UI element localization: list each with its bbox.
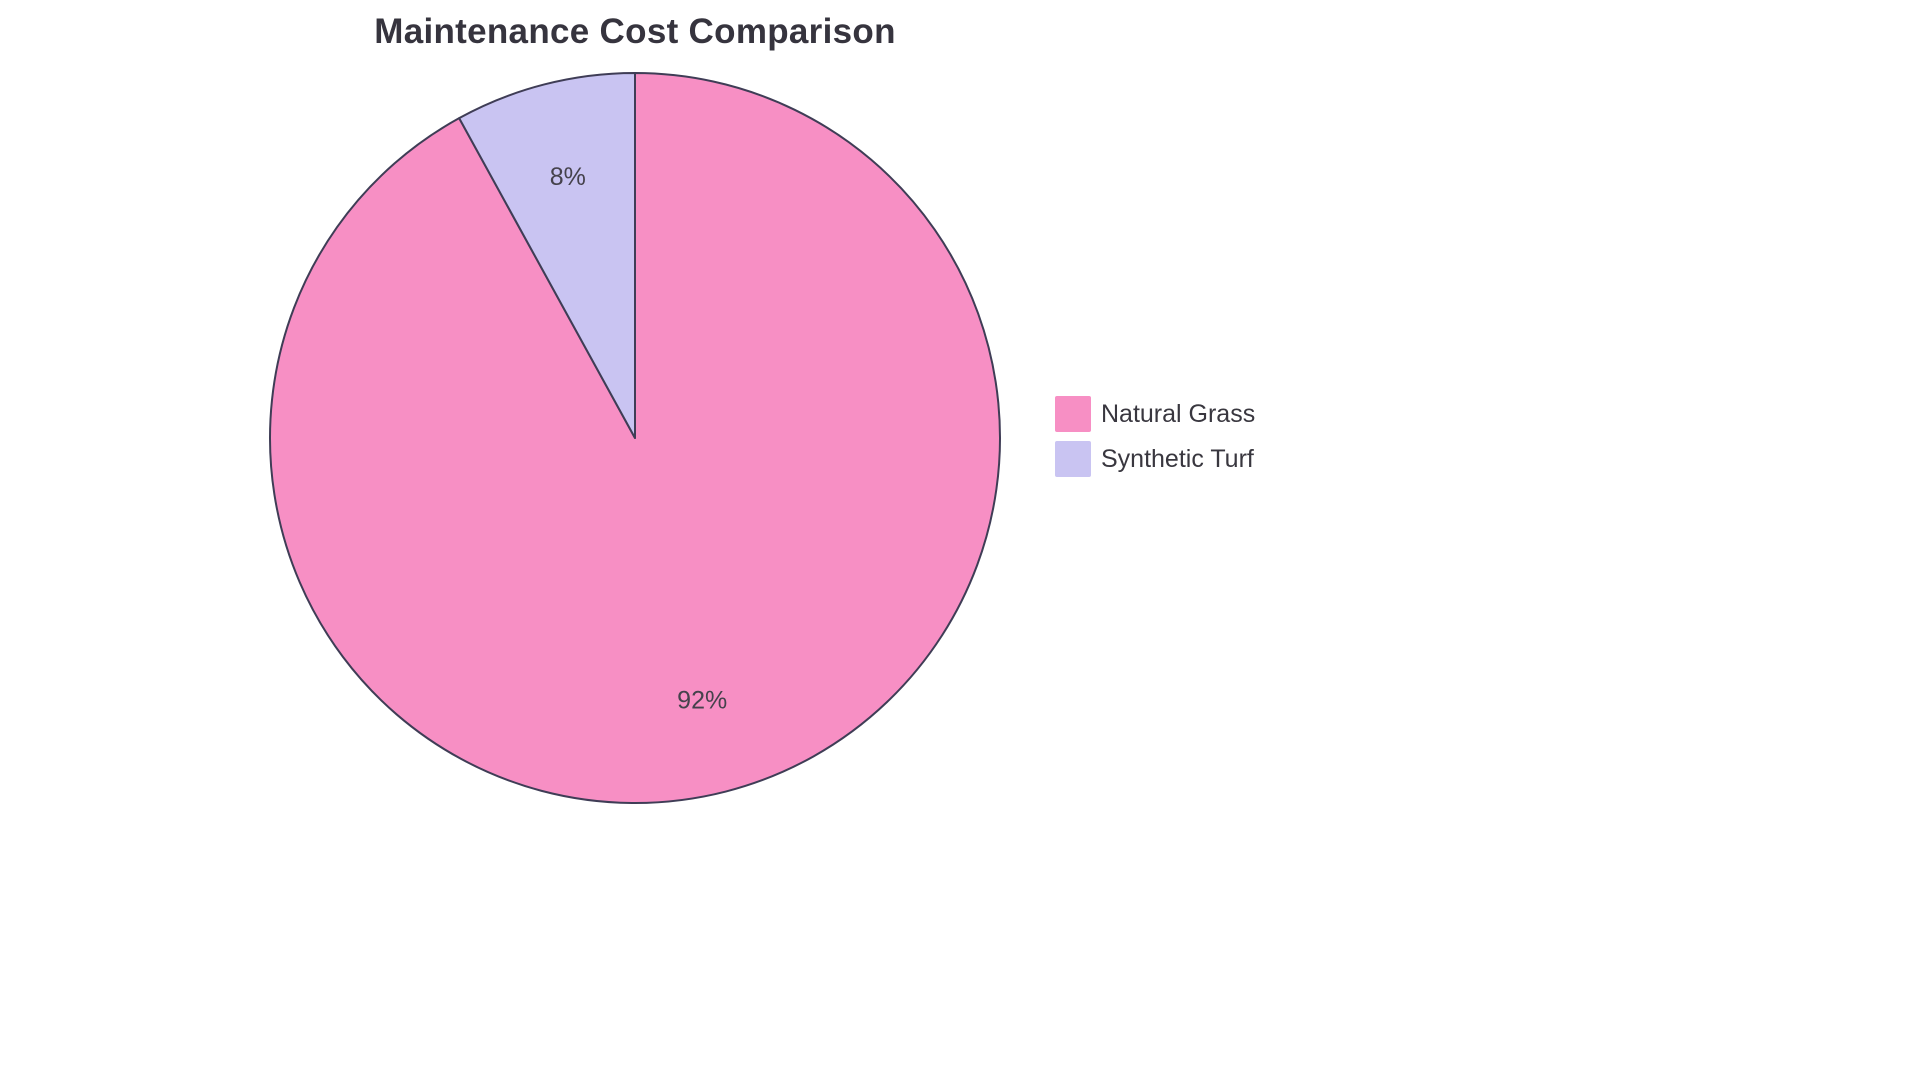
legend-swatch-natural-grass bbox=[1055, 396, 1091, 432]
legend-label-synthetic-turf: Synthetic Turf bbox=[1101, 444, 1254, 473]
chart-title: Maintenance Cost Comparison bbox=[374, 12, 896, 51]
legend-item-natural-grass: Natural Grass bbox=[1055, 396, 1255, 432]
legend: Natural Grass Synthetic Turf bbox=[1055, 396, 1255, 477]
legend-label-natural-grass: Natural Grass bbox=[1101, 399, 1256, 428]
slice-label-natural-grass: 92% bbox=[677, 686, 727, 714]
legend-item-synthetic-turf: Synthetic Turf bbox=[1055, 441, 1255, 477]
slice-label-synthetic-turf: 8% bbox=[550, 163, 586, 191]
pie-slice-synthetic-turf bbox=[458, 72, 636, 439]
legend-swatch-synthetic-turf bbox=[1055, 441, 1091, 477]
